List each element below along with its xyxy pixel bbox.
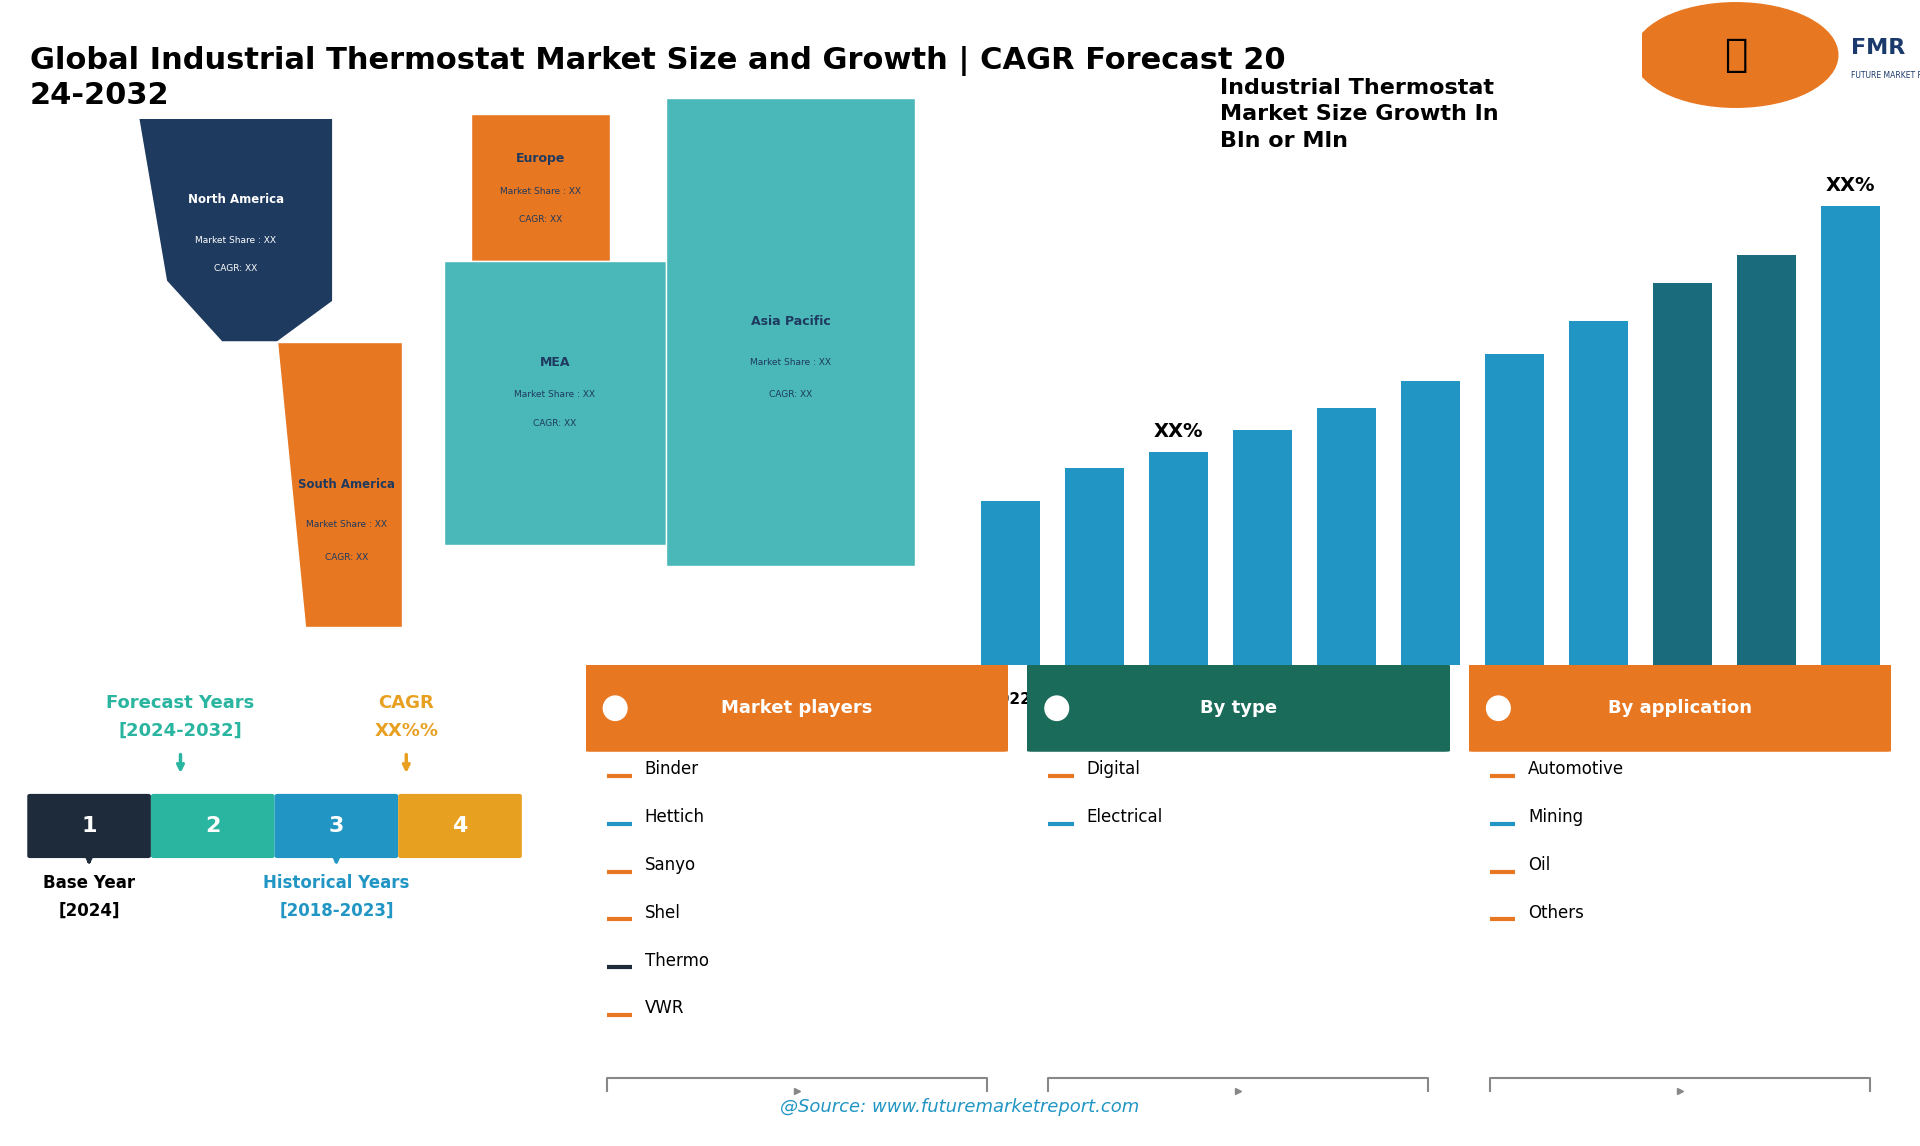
Polygon shape [666, 97, 916, 566]
Text: Automotive: Automotive [1528, 760, 1624, 778]
Text: Digital: Digital [1087, 760, 1140, 778]
Text: Global Industrial Thermostat Market Size and Growth | CAGR Forecast 20: Global Industrial Thermostat Market Size… [31, 46, 1286, 76]
Text: South America: South America [298, 478, 396, 490]
Text: Hettich: Hettich [645, 808, 705, 826]
Circle shape [603, 696, 628, 721]
FancyBboxPatch shape [1461, 665, 1899, 752]
Polygon shape [444, 260, 666, 545]
Text: Mining: Mining [1528, 808, 1584, 826]
Bar [1738, 256, 1795, 665]
Text: 2032: 2032 [1830, 692, 1872, 707]
Text: Shel: Shel [645, 903, 680, 921]
Bar [1233, 430, 1292, 665]
Text: MEA: MEA [540, 355, 570, 369]
Text: Oil: Oil [1528, 856, 1549, 873]
Text: Market Share : XX: Market Share : XX [751, 358, 831, 367]
Text: [2024]: [2024] [58, 902, 119, 920]
Text: Binder: Binder [645, 760, 699, 778]
Text: Market Share : XX: Market Share : XX [196, 236, 276, 245]
Text: Europe: Europe [516, 152, 566, 165]
Bar [1148, 452, 1208, 665]
Text: 2030: 2030 [1661, 692, 1703, 707]
Text: CAGR: XX: CAGR: XX [518, 215, 563, 225]
Text: FUTURE MARKET REPORT: FUTURE MARKET REPORT [1851, 71, 1920, 80]
FancyBboxPatch shape [27, 794, 152, 858]
Text: Market Share : XX: Market Share : XX [305, 520, 388, 529]
Text: Electrical: Electrical [1087, 808, 1164, 826]
Text: Sanyo: Sanyo [645, 856, 695, 873]
Text: 2: 2 [205, 816, 221, 835]
Text: North America: North America [188, 194, 284, 206]
Circle shape [1634, 2, 1837, 108]
Text: Thermo: Thermo [645, 951, 708, 970]
Text: CAGR: XX: CAGR: XX [324, 554, 369, 562]
Text: CAGR: XX: CAGR: XX [215, 265, 257, 273]
FancyBboxPatch shape [1020, 665, 1457, 752]
Bar [1820, 206, 1880, 665]
Bar [1402, 380, 1459, 665]
FancyBboxPatch shape [578, 665, 1016, 752]
Text: 2028: 2028 [1494, 692, 1536, 707]
Text: CAGR: CAGR [378, 693, 434, 712]
Text: FMR: FMR [1851, 38, 1905, 58]
Text: 2027: 2027 [1409, 692, 1452, 707]
Text: [2018-2023]: [2018-2023] [278, 902, 394, 920]
Text: VWR: VWR [645, 999, 684, 1018]
Text: 2024: 2024 [1158, 692, 1200, 707]
FancyBboxPatch shape [275, 794, 397, 858]
Bar [1317, 408, 1377, 665]
Polygon shape [138, 118, 332, 342]
Text: 2023: 2023 [1073, 692, 1116, 707]
Text: Market Share : XX: Market Share : XX [501, 187, 582, 196]
Text: 🔥: 🔥 [1724, 36, 1747, 74]
Text: Market players: Market players [722, 699, 872, 717]
Text: 2031: 2031 [1745, 692, 1788, 707]
Circle shape [1044, 696, 1069, 721]
Text: CAGR: XX: CAGR: XX [534, 418, 576, 427]
Text: 2025: 2025 [1240, 692, 1284, 707]
Polygon shape [472, 115, 611, 260]
Text: XX%: XX% [1154, 422, 1204, 441]
Bar [981, 501, 1041, 665]
Text: By application: By application [1609, 699, 1751, 717]
Bar [1066, 469, 1123, 665]
Text: 2029: 2029 [1576, 692, 1620, 707]
Text: CAGR: XX: CAGR: XX [768, 391, 812, 399]
Text: XX%: XX% [1826, 176, 1876, 195]
Bar [1569, 321, 1628, 665]
Text: Forecast Years: Forecast Years [106, 693, 255, 712]
Text: Historical Years: Historical Years [263, 874, 409, 892]
FancyBboxPatch shape [397, 794, 522, 858]
Text: 2022: 2022 [989, 692, 1031, 707]
Text: 1: 1 [81, 816, 96, 835]
Text: Industrial Thermostat
Market Size Growth In
Bln or Mln: Industrial Thermostat Market Size Growth… [1221, 78, 1500, 151]
Text: 24-2032: 24-2032 [31, 81, 169, 110]
Polygon shape [276, 342, 401, 627]
Text: @Source: www.futuremarketreport.com: @Source: www.futuremarketreport.com [780, 1098, 1140, 1116]
Text: Market Share : XX: Market Share : XX [515, 391, 595, 399]
Circle shape [1486, 696, 1511, 721]
FancyBboxPatch shape [152, 794, 275, 858]
Text: 4: 4 [453, 816, 468, 835]
Text: [2024-2032]: [2024-2032] [119, 722, 242, 739]
Text: XX%%: XX%% [374, 722, 438, 739]
Text: 3: 3 [328, 816, 344, 835]
Text: Asia Pacific: Asia Pacific [751, 315, 829, 328]
Text: Others: Others [1528, 903, 1584, 921]
Bar [1653, 283, 1713, 665]
Text: By type: By type [1200, 699, 1277, 717]
Text: Base Year: Base Year [42, 874, 134, 892]
Bar [1484, 354, 1544, 665]
Text: 2026: 2026 [1325, 692, 1367, 707]
